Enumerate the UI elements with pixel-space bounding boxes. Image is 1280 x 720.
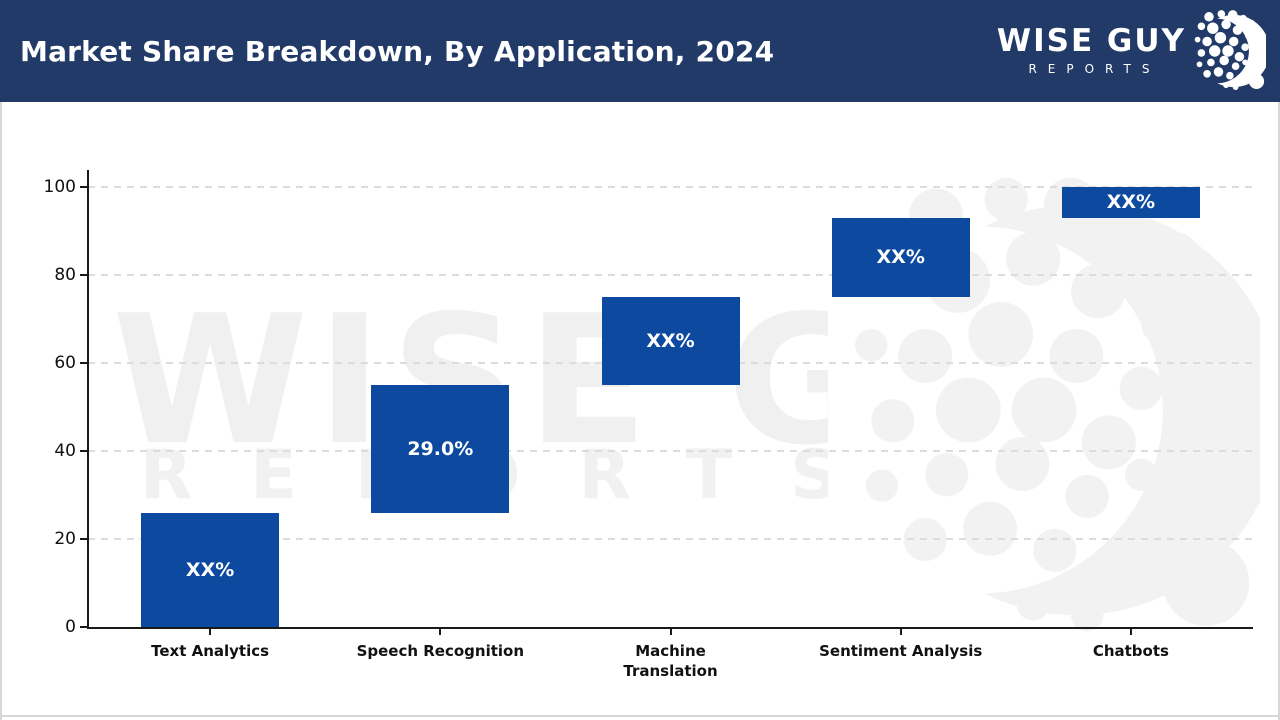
wiseguy-head-icon bbox=[1190, 10, 1266, 90]
bottom-border bbox=[0, 715, 1280, 717]
header-bar: Market Share Breakdown, By Application, … bbox=[0, 0, 1280, 102]
page-title: Market Share Breakdown, By Application, … bbox=[20, 34, 775, 68]
watermark-head-icon bbox=[828, 177, 1260, 632]
brand-name-text: WISE GUY bbox=[996, 23, 1186, 59]
brand-logo: WISE GUY REPORTS bbox=[997, 9, 1280, 93]
brand-wordmark: WISE GUY REPORTS bbox=[996, 23, 1186, 77]
brand-sub-text: REPORTS bbox=[1028, 62, 1161, 76]
watermark-subtext: REPORTS bbox=[140, 436, 898, 515]
chart-area: WISE GUY REPORTS bbox=[0, 102, 1280, 720]
right-border bbox=[1278, 102, 1280, 720]
left-border bbox=[0, 102, 2, 720]
